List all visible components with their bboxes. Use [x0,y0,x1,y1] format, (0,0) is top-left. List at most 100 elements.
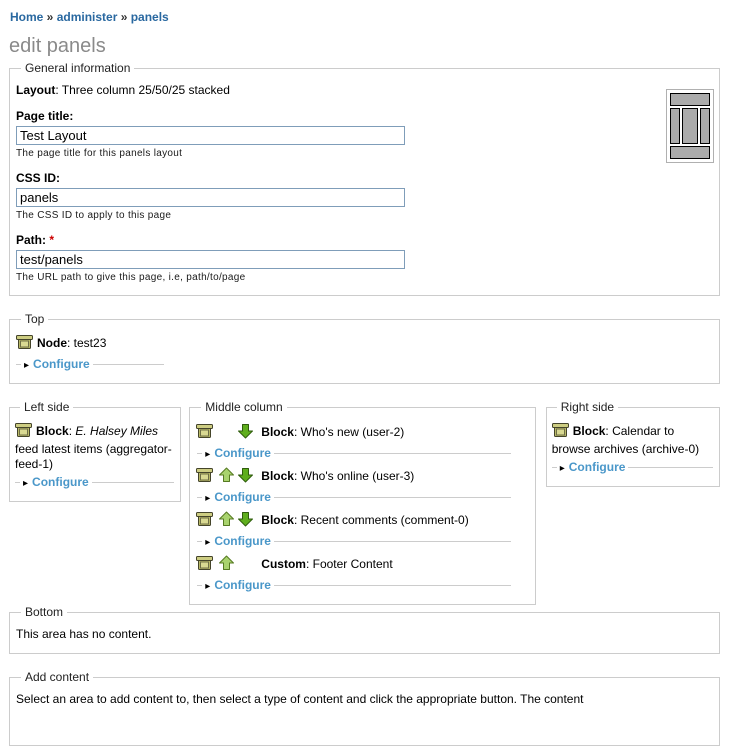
bottom-area-legend: Bottom [25,605,64,619]
move-down-icon[interactable] [236,467,255,487]
pane-title: Who's new (user-2) [300,425,405,439]
pane-title: Who's online (user-3) [300,469,415,483]
add-content-fieldset: Add content Select an area to add conten… [9,670,720,746]
configure-fieldset: ▸ Configure [16,357,164,371]
move-up-icon[interactable] [217,467,236,487]
breadcrumb-link-panels[interactable]: panels [130,10,169,24]
trash-icon[interactable] [15,422,32,442]
css-id-description: The CSS ID to apply to this page [16,210,172,221]
configure-fieldset: ▸ Configure [15,475,175,489]
page-title-description: The page title for this panels layout [16,148,183,159]
pane-item: Block: Who's new (user-2) ▸ Configure [196,423,524,460]
configure-link[interactable]: Configure [214,490,271,504]
collapsed-arrow-icon: ▸ [205,581,211,592]
move-down-icon[interactable] [236,511,255,531]
left-side-fieldset: Left side Block: E. Halsey Miles feed la… [9,400,182,502]
layout-label: Layout [16,83,56,97]
left-side-legend: Left side [24,400,70,414]
pane-item: Block: Calendar to browse archives (arch… [551,422,713,457]
layout-summary: Layout: Three column 25/50/25 stacked [16,83,709,97]
configure-fieldset: ▸ Configure [197,446,511,460]
trash-icon[interactable] [196,555,214,575]
page-title-input[interactable] [16,126,405,145]
breadcrumb-link-administer[interactable]: administer [56,10,118,24]
required-marker: * [46,233,55,247]
layout-columns [670,108,710,144]
trash-icon[interactable] [196,423,214,443]
path-input[interactable] [16,250,405,269]
css-id-form-item: CSS ID: The CSS ID to apply to this page [16,171,709,221]
collapsed-arrow-icon: ▸ [559,463,565,474]
add-content-legend: Add content [25,670,90,684]
configure-link[interactable]: Configure [568,460,626,474]
middle-column-fieldset: Middle column Block: Who's new (user-2) … [189,400,536,605]
trash-icon[interactable] [551,422,569,442]
configure-fieldset: ▸ Configure [197,534,511,548]
trash-icon[interactable] [16,334,33,354]
right-side-fieldset: Right side Block: Calendar to browse arc… [545,400,720,487]
pane-type-label: Block [572,424,606,438]
breadcrumb-separator: » [43,10,57,24]
layout-value: Three column 25/50/25 stacked [61,83,230,97]
pane-title-italic: E. Halsey Miles [75,424,159,438]
pane-title: Calendar to browse archives (archive-0) [551,424,700,456]
separator: : [293,425,301,439]
collapsed-arrow-icon: ▸ [23,478,29,489]
css-id-input[interactable] [16,188,405,207]
pane-title: feed latest items (aggregator-feed-1) [15,442,172,471]
pane-type-label: Block [261,469,294,483]
configure-fieldset: ▸ Configure [197,490,511,504]
trash-icon[interactable] [196,511,214,531]
collapsed-arrow-icon: ▸ [205,493,211,504]
layout-middle-column [682,108,698,144]
breadcrumb-link-home[interactable]: Home [10,10,44,24]
middle-column-legend: Middle column [205,400,283,414]
collapsed-arrow-icon: ▸ [24,360,30,371]
move-down-icon[interactable] [236,423,255,443]
pane-title: Footer Content [312,557,393,571]
path-description: The URL path to give this page, i.e, pat… [16,272,246,283]
pane-item: Node: test23 [16,334,709,354]
pane-type-label: Node [37,336,67,350]
separator: : [293,469,301,483]
path-form-item: Path: * The URL path to give this page, … [16,233,709,283]
layout-left-column [670,108,680,144]
pane-type-label: Custom [261,557,306,571]
page-title: edit panels [9,35,106,57]
move-up-icon[interactable] [217,555,236,575]
pane-item: Block: Who's online (user-3) ▸ Configure [196,467,524,504]
layout-top-bar [670,93,710,106]
columns-row: Left side Block: E. Halsey Miles feed la… [9,400,720,605]
breadcrumb: Home » administer » panels [10,10,720,24]
configure-link[interactable]: Configure [214,446,271,460]
pane-type-label: Block [261,513,294,527]
pane-item: Block: Recent comments (comment-0) ▸ Conf… [196,511,524,548]
general-information-fieldset: General information Layout: Three column… [9,61,720,296]
bottom-area-fieldset: Bottom This area has no content. [9,605,720,654]
configure-link[interactable]: Configure [214,578,271,592]
top-area-fieldset: Top Node: test23 ▸ Configure [9,312,720,384]
separator: : [68,424,76,438]
page-title-label: Page title: [16,109,74,123]
layout-bottom-bar [670,146,710,159]
layout-right-column [700,108,710,144]
collapsed-arrow-icon: ▸ [205,537,211,548]
collapsed-arrow-icon: ▸ [205,449,211,460]
configure-link[interactable]: Configure [32,475,89,489]
breadcrumb-separator: » [117,10,131,24]
layout-preview-icon [666,89,714,163]
configure-fieldset: ▸ Configure [551,460,713,474]
configure-fieldset: ▸ Configure [197,578,511,592]
configure-link[interactable]: Configure [33,357,90,371]
add-content-instructions: Select an area to add content to, then s… [16,692,584,706]
pane-title: test23 [73,336,107,350]
separator: : [67,336,74,350]
pane-type-label: Block [36,424,69,438]
configure-link[interactable]: Configure [214,534,271,548]
separator: : [305,557,313,571]
css-id-label: CSS ID: [16,171,61,185]
move-up-icon[interactable] [217,511,236,531]
trash-icon[interactable] [196,467,214,487]
path-label: Path: * [16,233,709,247]
